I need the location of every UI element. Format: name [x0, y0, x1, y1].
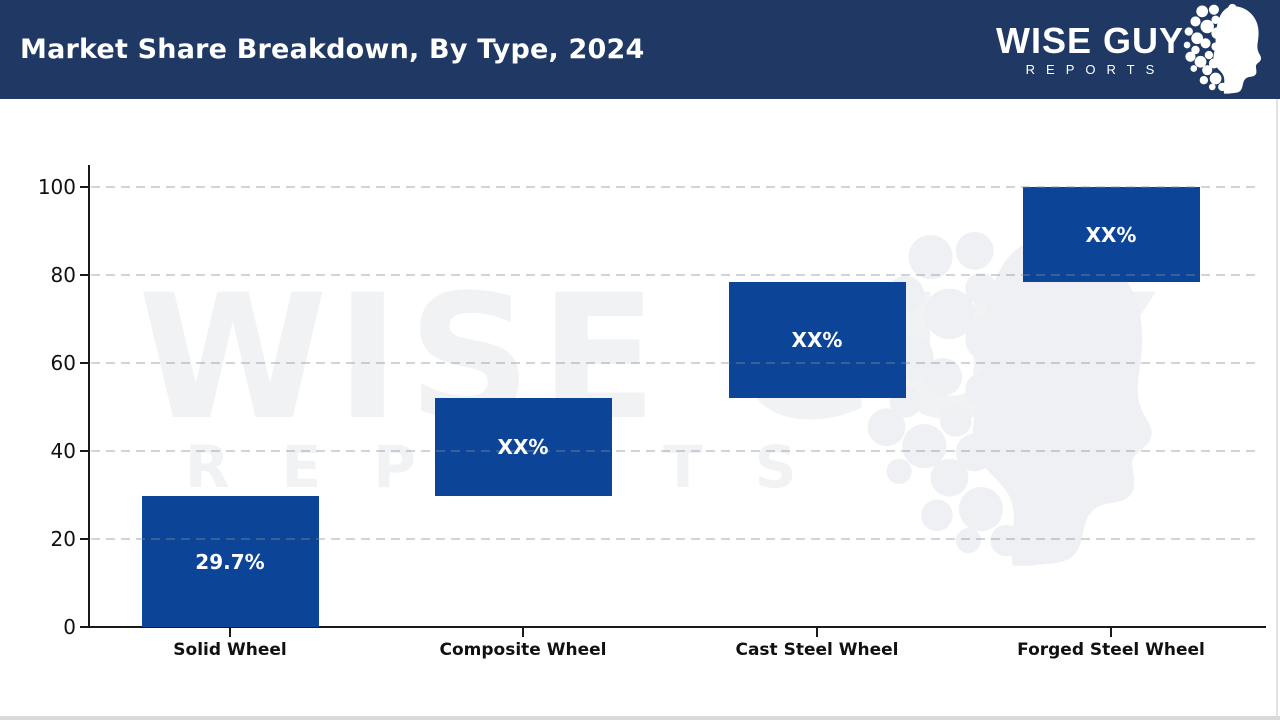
- x-tick-mark-solid-wheel: [229, 628, 231, 637]
- gridline-80: [91, 274, 1258, 276]
- x-tick-label-cast-steel-wheel: Cast Steel Wheel: [735, 640, 899, 660]
- x-axis-line: [88, 626, 1266, 628]
- chart-title: Market Share Breakdown, By Type, 2024: [20, 34, 645, 65]
- x-tick-mark-cast-steel-wheel: [816, 628, 818, 637]
- y-tick-mark-20: [80, 538, 89, 540]
- logo-text: WISE GUY REPORTS: [995, 19, 1184, 77]
- bottom-border-strip: [0, 716, 1280, 720]
- y-tick-label-80: 80: [50, 263, 76, 287]
- y-tick-mark-100: [80, 186, 89, 188]
- y-tick-mark-40: [80, 450, 89, 452]
- logo-subtitle: REPORTS: [1025, 61, 1166, 77]
- gridline-100: [91, 186, 1258, 188]
- x-tick-mark-forged-steel-wheel: [1110, 628, 1112, 637]
- x-tick-label-forged-steel-wheel: Forged Steel Wheel: [1017, 640, 1205, 660]
- bar-composite-wheel: [434, 398, 612, 497]
- x-tick-label-solid-wheel: Solid Wheel: [173, 640, 287, 660]
- bar-value-label-composite-wheel: XX%: [497, 435, 549, 460]
- gridline-40: [91, 450, 1258, 452]
- right-border-line: [1276, 99, 1278, 716]
- x-tick-mark-composite-wheel: [522, 628, 524, 637]
- bar-value-label-solid-wheel: 29.7%: [195, 549, 265, 574]
- gridline-60: [91, 362, 1258, 364]
- header-bar: Market Share Breakdown, By Type, 2024 WI…: [0, 0, 1280, 99]
- y-tick-mark-0: [80, 626, 89, 628]
- y-tick-label-40: 40: [50, 439, 76, 463]
- bar-value-label-forged-steel-wheel: XX%: [1085, 222, 1137, 247]
- logo-head-icon: [1183, 3, 1262, 94]
- y-axis-line: [88, 165, 90, 628]
- y-tick-label-100: 100: [37, 175, 76, 199]
- y-tick-mark-60: [80, 362, 89, 364]
- bar-solid-wheel: [141, 496, 319, 627]
- y-tick-label-0: 0: [63, 615, 76, 639]
- wise-guy-reports-logo: WISE GUY REPORTS: [996, 0, 1266, 99]
- y-tick-label-20: 20: [50, 527, 76, 551]
- logo-wordmark: WISE GUY: [995, 19, 1184, 61]
- gridline-20: [91, 538, 1258, 540]
- x-tick-label-composite-wheel: Composite Wheel: [439, 640, 607, 660]
- y-tick-mark-80: [80, 274, 89, 276]
- bar-value-label-cast-steel-wheel: XX%: [791, 328, 843, 353]
- y-tick-label-60: 60: [50, 351, 76, 375]
